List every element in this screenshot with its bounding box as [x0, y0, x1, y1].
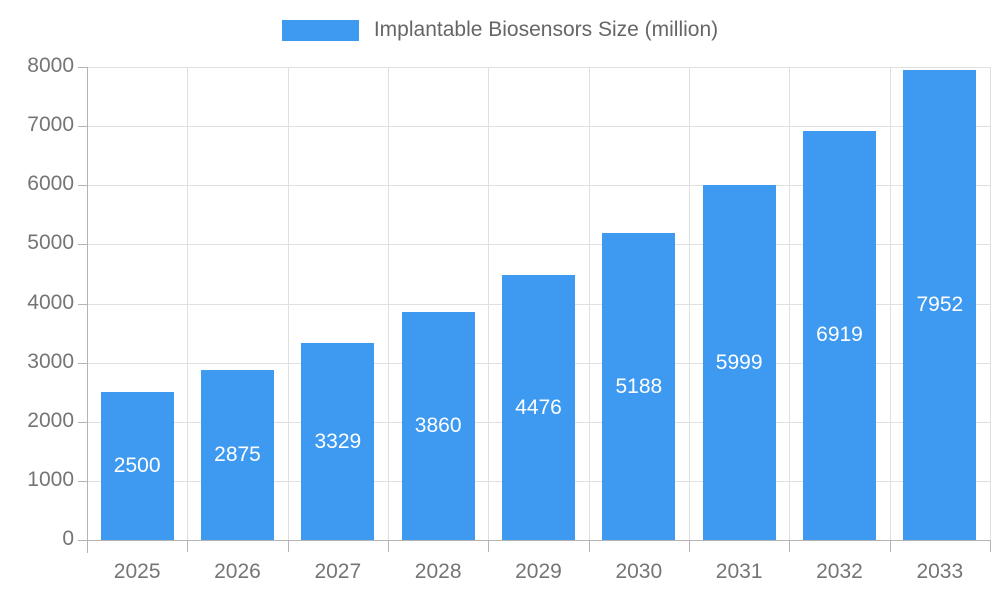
x-tick-label: 2032 — [816, 560, 863, 583]
y-tick-mark — [78, 126, 87, 128]
gridline-horizontal — [87, 185, 990, 187]
y-tick-mark — [78, 303, 87, 305]
bar-value-label: 2500 — [113, 454, 161, 478]
gridline-vertical — [789, 67, 791, 540]
x-tick-label: 2027 — [314, 560, 362, 583]
y-axis-line — [87, 67, 88, 553]
gridline-horizontal — [87, 67, 990, 68]
legend-label: Implantable Biosensors Size (million) — [373, 18, 719, 41]
y-tick-mark — [78, 540, 87, 541]
x-tick-mark — [488, 540, 490, 552]
y-tick-label: 1000 — [27, 467, 74, 491]
bar-value-label: 7952 — [916, 292, 964, 316]
x-tick-label: 2030 — [615, 560, 663, 583]
bar-value-label: 2875 — [214, 443, 261, 466]
legend[interactable]: Implantable Biosensors Size (million) — [0, 18, 1000, 42]
bar-value-label: 3329 — [314, 429, 362, 453]
y-tick-label: 7000 — [27, 113, 74, 137]
y-tick-mark — [78, 185, 87, 187]
gridline-vertical — [588, 67, 590, 540]
bar[interactable]: 4476 — [502, 275, 575, 540]
x-tick-label: 2031 — [715, 560, 763, 583]
bar-value-label: 4476 — [515, 395, 562, 419]
x-tick-mark — [287, 540, 289, 552]
legend-swatch — [281, 19, 359, 41]
y-tick-label: 3000 — [27, 349, 74, 373]
x-tick-label: 2028 — [414, 560, 462, 583]
bar[interactable]: 5188 — [602, 233, 676, 540]
x-tick-mark — [588, 540, 590, 552]
y-tick-label: 5000 — [27, 231, 74, 255]
bar[interactable]: 6919 — [803, 130, 876, 540]
gridline-horizontal — [87, 244, 990, 246]
y-tick-label: 2000 — [27, 408, 74, 432]
x-tick-label: 2029 — [515, 560, 562, 583]
x-tick-mark — [789, 540, 791, 552]
gridline-horizontal — [87, 126, 990, 128]
gridline-vertical — [388, 67, 389, 540]
x-tick-label: 2033 — [916, 560, 964, 583]
bar[interactable]: 3329 — [301, 343, 375, 540]
gridline-vertical — [689, 67, 690, 540]
bar-value-label: 6919 — [816, 323, 863, 347]
y-tick-label: 0 — [62, 527, 74, 550]
x-tick-mark — [187, 540, 189, 552]
y-tick-mark — [78, 67, 87, 68]
gridline-vertical — [889, 67, 891, 540]
y-tick-label: 8000 — [27, 54, 74, 77]
x-tick-label: 2026 — [214, 560, 261, 583]
y-tick-mark — [78, 244, 87, 246]
x-tick-mark — [388, 540, 389, 552]
y-tick-label: 6000 — [27, 172, 74, 196]
bar-value-label: 3860 — [414, 413, 462, 437]
x-tick-label: 2025 — [113, 560, 161, 583]
bar-value-label: 5188 — [615, 374, 663, 398]
y-tick-label: 4000 — [27, 290, 74, 314]
gridline-vertical — [488, 67, 490, 540]
y-tick-mark — [78, 421, 87, 423]
x-tick-mark — [689, 540, 690, 552]
gridline-vertical — [287, 67, 289, 540]
bar[interactable]: 7952 — [903, 69, 977, 540]
bar[interactable]: 2875 — [201, 370, 274, 540]
x-axis-line — [87, 540, 990, 541]
bar[interactable]: 3860 — [401, 311, 475, 540]
x-tick-mark — [889, 540, 891, 552]
bar-value-label: 5999 — [715, 350, 763, 374]
gridline-vertical — [990, 67, 991, 540]
y-tick-mark — [78, 480, 87, 482]
gridline-vertical — [187, 67, 189, 540]
bar[interactable]: 2500 — [100, 392, 174, 540]
y-tick-mark — [78, 362, 87, 364]
bar[interactable]: 5999 — [702, 185, 776, 540]
x-tick-mark — [990, 540, 991, 552]
